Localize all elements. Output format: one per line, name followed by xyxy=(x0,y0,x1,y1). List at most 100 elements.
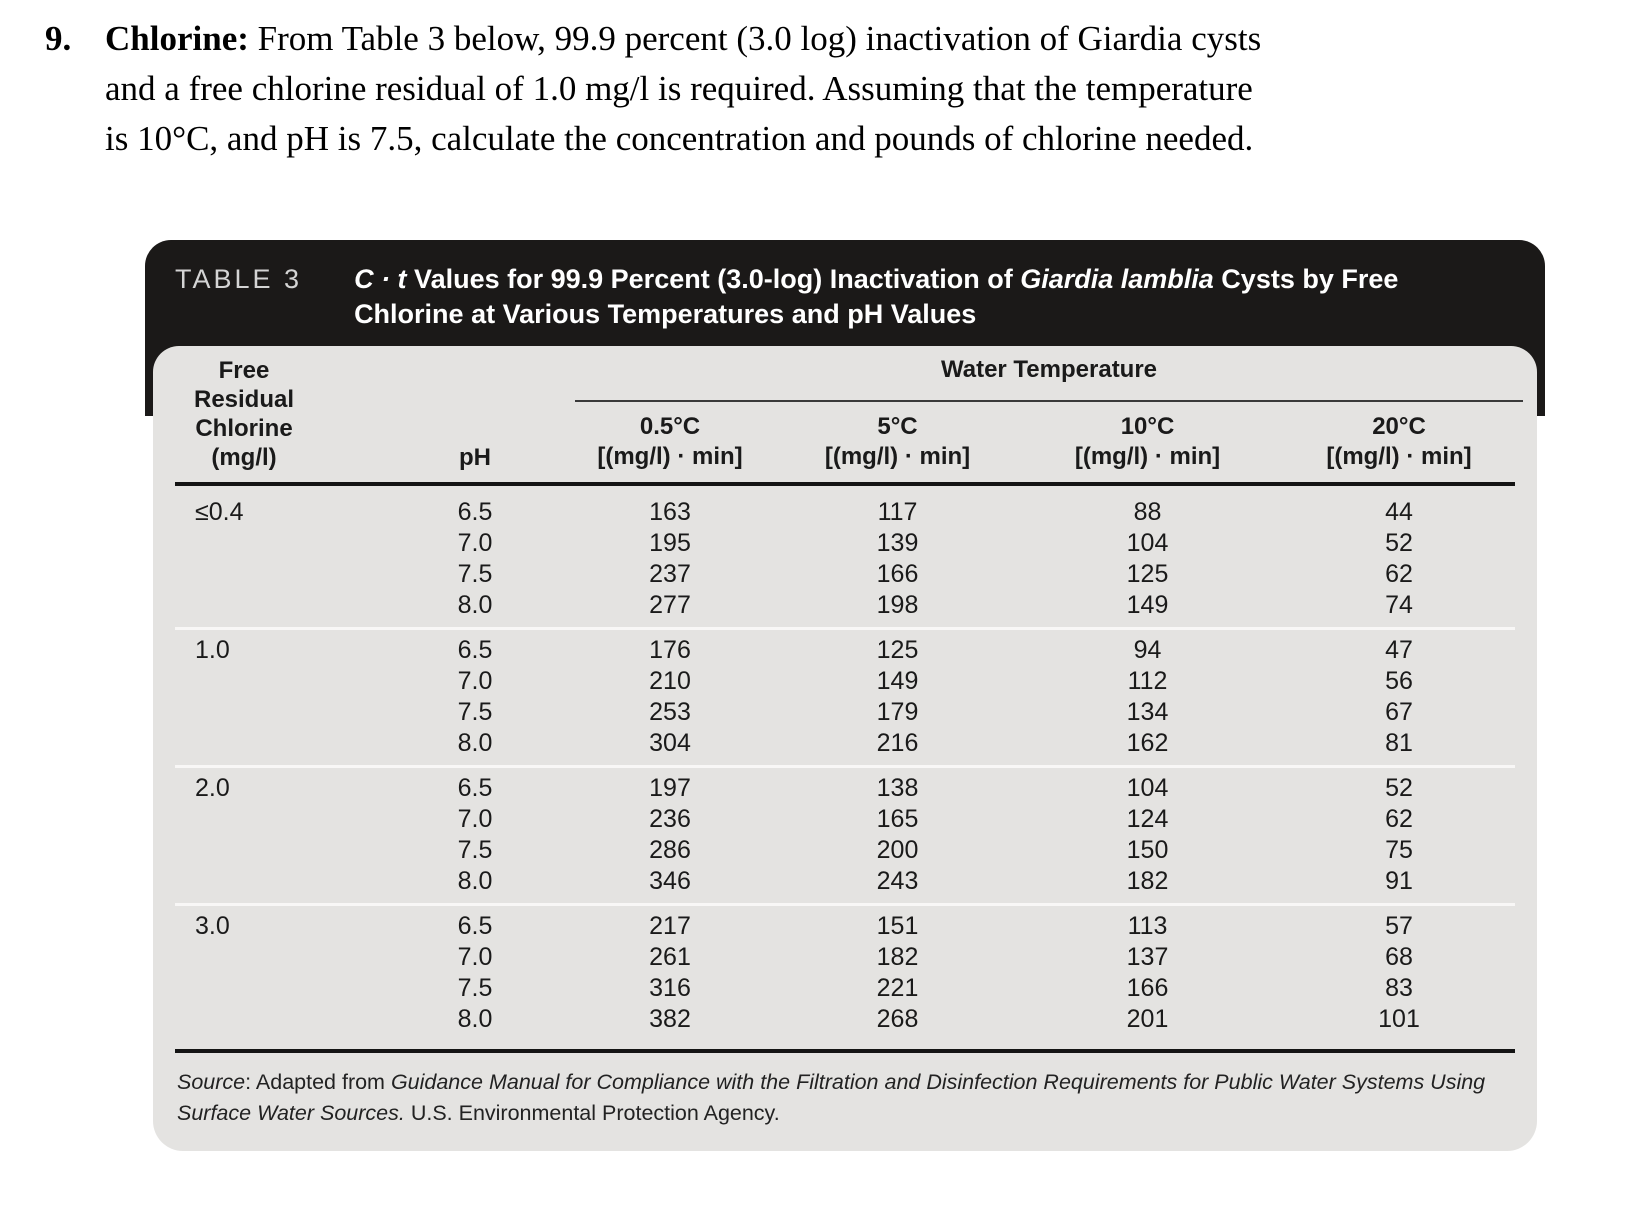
header-col1-line: Residual xyxy=(193,386,295,413)
temp-unit: [(mg/l) · min] xyxy=(824,443,971,470)
header-free-residual-chlorine: Free Residual Chlorine (mg/l) xyxy=(189,356,299,472)
ph-cell: 6.5 xyxy=(457,912,493,940)
ph-cell: 7.0 xyxy=(457,667,493,695)
ct-value-cell: 197 xyxy=(649,774,691,802)
header-col1-line: (mg/l) xyxy=(211,444,277,471)
table-row: 7.0 195 139 104 52 xyxy=(175,528,1515,559)
table-row: 8.0 346 243 182 91 xyxy=(175,866,1515,897)
table-row: 7.5 253 179 134 67 xyxy=(175,697,1515,728)
residual-cell: 1.0 xyxy=(195,636,230,664)
source-title-line2: Surface Water Sources. xyxy=(177,1101,405,1125)
residual-cell: ≤0.4 xyxy=(195,498,244,526)
ct-value-cell: 253 xyxy=(649,698,691,726)
table-block: 1.0 6.5 176 125 94 47 7.0 210 149 112 56 7.5 253 179 1… xyxy=(175,627,1515,765)
ct-value-cell: 286 xyxy=(649,836,691,864)
table-block: 3.0 6.5 217 151 113 57 7.0 261 182 137 68 7.5 316 221… xyxy=(175,903,1515,1041)
temp-value: 10°C xyxy=(1120,413,1175,440)
temp-unit: [(mg/l) · min] xyxy=(1326,443,1472,470)
ct-value-cell: 139 xyxy=(876,529,919,557)
ph-cell: 7.0 xyxy=(457,805,493,833)
table-row: 8.0 277 198 149 74 xyxy=(175,590,1515,621)
ct-value-cell: 237 xyxy=(649,560,691,588)
table-row: ≤0.4 6.5 163 117 88 44 xyxy=(175,497,1515,528)
ct-value-cell: 179 xyxy=(876,698,919,726)
ct-value-cell: 162 xyxy=(1126,729,1169,757)
ph-cell: 6.5 xyxy=(457,636,493,664)
ct-value-cell: 304 xyxy=(649,729,691,757)
header-ph: pH xyxy=(459,444,491,471)
table-3: TABLE 3 C · t Values for 99.9 Percent (3… xyxy=(145,240,1545,1151)
table-title-part2: Cysts by Free Chlorine at Various Temper… xyxy=(354,264,1399,329)
ct-value-cell: 62 xyxy=(1385,805,1413,833)
ph-cell: 7.5 xyxy=(457,698,493,726)
source-label: Source xyxy=(177,1070,246,1094)
ct-value-cell: 236 xyxy=(649,805,691,833)
ct-value-cell: 68 xyxy=(1385,943,1413,971)
ph-cell: 7.0 xyxy=(457,529,493,557)
ct-value-cell: 163 xyxy=(649,498,691,526)
ct-value-cell: 47 xyxy=(1385,636,1413,664)
table-row: 1.0 6.5 176 125 94 47 xyxy=(175,635,1515,666)
ct-value-cell: 124 xyxy=(1126,805,1169,833)
temp-value: 5°C xyxy=(877,413,918,440)
ct-value-cell: 94 xyxy=(1133,636,1162,664)
table-row: 8.0 382 268 201 101 xyxy=(175,1004,1515,1035)
header-temp-20c: 20°C [(mg/l) · min] xyxy=(1275,404,1523,472)
residual-cell: 3.0 xyxy=(195,912,230,940)
ct-value-cell: 67 xyxy=(1385,698,1413,726)
problem-line-1-rest: From Table 3 below, 99.9 percent (3.0 lo… xyxy=(248,19,1262,58)
source-line-2: Surface Water Sources. U.S. Environmenta… xyxy=(177,1098,1515,1129)
ct-value-cell: 52 xyxy=(1385,529,1413,557)
ct-value-cell: 81 xyxy=(1385,729,1413,757)
residual-cell xyxy=(175,804,385,835)
table-row: 7.5 286 200 150 75 xyxy=(175,835,1515,866)
source-suffix: U.S. Environmental Protection Agency. xyxy=(404,1101,780,1125)
ct-value-cell: 88 xyxy=(1133,498,1162,526)
ct-value-cell: 346 xyxy=(649,867,691,895)
ph-cell: 7.5 xyxy=(457,560,493,588)
residual-cell xyxy=(175,590,385,621)
ct-value-cell: 117 xyxy=(877,498,918,526)
table-row: 7.5 237 166 125 62 xyxy=(175,559,1515,590)
ct-value-cell: 44 xyxy=(1385,498,1413,526)
source-prefix: Adapted from xyxy=(255,1070,391,1094)
ct-value-cell: 104 xyxy=(1126,774,1169,802)
ct-value-cell: 151 xyxy=(876,912,919,940)
ct-value-cell: 125 xyxy=(1126,560,1169,588)
problem-text: Chlorine: From Table 3 below, 99.9 perce… xyxy=(105,14,1600,164)
table-block: ≤0.4 6.5 163 117 88 44 7.0 195 139 104 52 7.5 237 166… xyxy=(175,492,1515,627)
ct-value-cell: 382 xyxy=(649,1005,691,1033)
temp-unit: [(mg/l) · min] xyxy=(1074,443,1221,470)
table-body-panel: Free Residual Chlorine (mg/l) pH Water T… xyxy=(153,346,1537,1151)
table-label: TABLE 3 xyxy=(175,264,303,294)
source-title-line1: Guidance Manual for Compliance with the … xyxy=(390,1070,1486,1094)
ct-value-cell: 176 xyxy=(649,636,691,664)
table-row: 7.0 261 182 137 68 xyxy=(175,942,1515,973)
ct-value-cell: 104 xyxy=(1126,529,1169,557)
ct-value-cell: 210 xyxy=(649,667,691,695)
residual-cell xyxy=(175,559,385,590)
ph-cell: 7.5 xyxy=(457,836,493,864)
ph-cell: 6.5 xyxy=(457,774,493,802)
ct-value-cell: 101 xyxy=(1378,1005,1420,1033)
ct-value-cell: 134 xyxy=(1126,698,1169,726)
ct-value-cell: 83 xyxy=(1385,974,1413,1002)
ct-value-cell: 56 xyxy=(1385,667,1413,695)
table-title-species: Giardia lamblia xyxy=(1020,264,1214,294)
ct-value-cell: 182 xyxy=(876,943,919,971)
header-temp-5c: 5°C [(mg/l) · min] xyxy=(775,404,1020,472)
ct-value-cell: 138 xyxy=(876,774,919,802)
ct-value-cell: 150 xyxy=(1126,836,1169,864)
table-row: 3.0 6.5 217 151 113 57 xyxy=(175,911,1515,942)
problem-statement: 9. Chlorine: From Table 3 below, 99.9 pe… xyxy=(45,14,1600,164)
ct-value-cell: 57 xyxy=(1385,912,1413,940)
table-block: 2.0 6.5 197 138 104 52 7.0 236 165 124 62 7.5 286 200… xyxy=(175,765,1515,903)
table-row: 7.0 210 149 112 56 xyxy=(175,666,1515,697)
header-temp-10c: 10°C [(mg/l) · min] xyxy=(1020,404,1275,472)
problem-number: 9. xyxy=(45,19,72,58)
table-title-part1: Values for 99.9 Percent (3.0-log) Inacti… xyxy=(406,264,1021,294)
ph-cell: 8.0 xyxy=(457,1005,493,1033)
temp-value: 0.5°C xyxy=(639,413,701,440)
residual-cell xyxy=(175,835,385,866)
ct-value-cell: 316 xyxy=(649,974,691,1002)
